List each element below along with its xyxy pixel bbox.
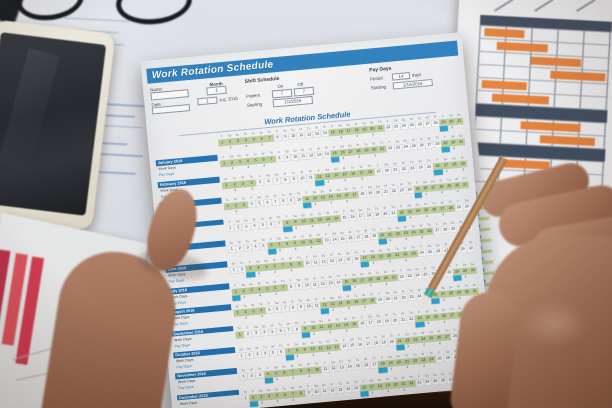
month-field: 1 xyxy=(206,85,228,95)
months-container: F Sa Su M Tu W Th F Sa Su M Tu W Th F Sa Su M Tu W Th F Sa Su M T… xyxy=(154,111,488,408)
shift-starting-field: 1/1/2016 xyxy=(272,96,314,108)
gantt-column-label xyxy=(576,0,596,13)
info-fields: Name Date Month 1 1 e.g. 2016 xyxy=(150,80,241,126)
pattern-on-field: 7 xyxy=(271,88,293,99)
gantt-bar xyxy=(484,28,525,39)
pay-mark-cell xyxy=(469,273,477,279)
pay-starting-label: Starting xyxy=(370,84,387,91)
gantt-column-label xyxy=(534,0,554,12)
gantt-bar xyxy=(549,70,606,82)
gantt-bar xyxy=(530,56,582,68)
pay-starting-field: 1/15/2016 xyxy=(392,78,433,90)
tablet-screen xyxy=(0,32,107,216)
gantt-bar xyxy=(497,41,548,53)
pay-mark-cell xyxy=(458,146,466,152)
gantt-bar xyxy=(481,80,528,91)
on-label: On xyxy=(277,83,284,89)
pattern-off-field: 7 xyxy=(293,86,315,97)
faint-text-line xyxy=(63,16,130,23)
pattern-label: Pattern xyxy=(245,92,261,100)
pay-mark-cell xyxy=(462,188,470,194)
gantt-bar xyxy=(491,93,549,105)
gantt-bar xyxy=(539,135,596,147)
shift-starting-label: Starting xyxy=(246,101,263,109)
year-note: e.g. 2016 xyxy=(219,95,238,103)
gantt-bar xyxy=(501,159,550,170)
period-label: Period xyxy=(369,75,383,82)
name-label: Name xyxy=(149,86,163,93)
pay-mark-cell xyxy=(456,124,464,130)
date-label: Date xyxy=(151,101,161,107)
period-unit: days xyxy=(411,71,422,78)
period-field: 14 xyxy=(391,71,411,81)
pay-mark-cell xyxy=(467,252,476,258)
year-field: 1 xyxy=(197,96,218,106)
pay-days-section: Pay Days Period 14 days Starting 1/15/20… xyxy=(369,60,461,106)
gantt-bar xyxy=(520,121,581,133)
off-label: Off xyxy=(297,81,304,87)
gantt-column-label xyxy=(494,0,514,12)
gantt-table xyxy=(471,14,612,189)
knuckle-highlight xyxy=(520,300,590,348)
pay-mark-cell: 4 xyxy=(462,167,465,172)
